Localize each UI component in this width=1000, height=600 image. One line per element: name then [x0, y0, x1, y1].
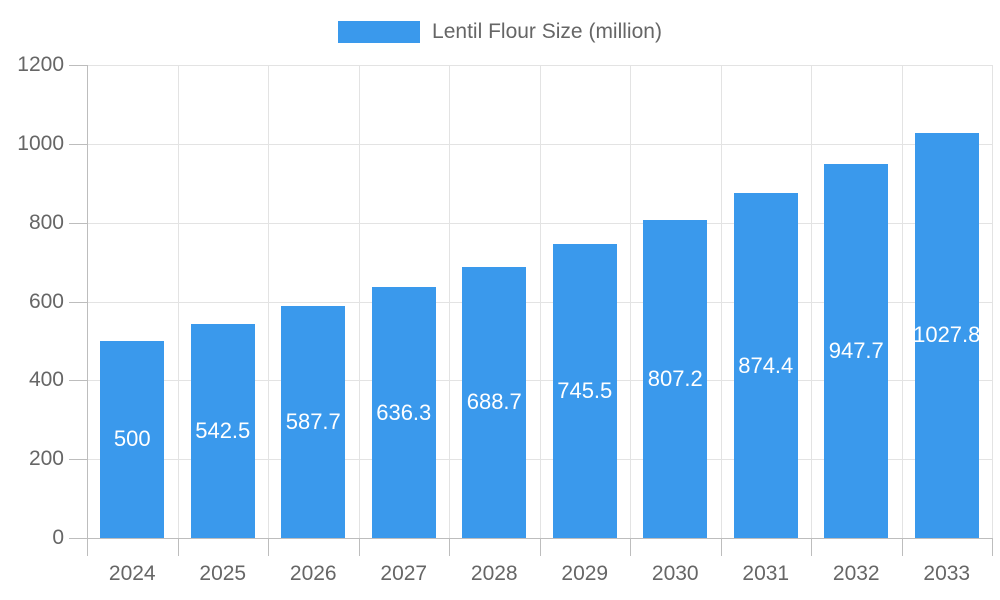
gridline-vertical — [268, 65, 269, 538]
bar[interactable] — [190, 324, 255, 538]
gridline-vertical — [811, 65, 812, 538]
y-tick-label: 1000 — [17, 131, 64, 155]
bar[interactable] — [462, 266, 527, 538]
x-tick-label: 2026 — [289, 562, 337, 585]
y-tick-label: 600 — [28, 289, 64, 313]
x-tick-label: 2027 — [380, 562, 428, 585]
x-axis-tick — [177, 538, 179, 556]
y-tick-label: 1200 — [17, 53, 64, 76]
y-axis-line — [87, 65, 88, 556]
x-tick-label: 2024 — [108, 562, 156, 585]
gridline-vertical — [992, 65, 993, 538]
bar[interactable] — [552, 244, 617, 538]
y-axis-tick — [69, 143, 87, 145]
bar[interactable] — [281, 306, 346, 538]
x-axis-tick — [720, 538, 722, 556]
bar[interactable] — [914, 132, 979, 538]
y-axis-tick — [69, 222, 87, 224]
x-tick-label: 2029 — [561, 562, 609, 585]
x-axis-tick — [811, 538, 812, 556]
y-axis-tick — [69, 459, 87, 461]
bar[interactable] — [100, 340, 165, 538]
x-tick-label: 2025 — [199, 562, 247, 585]
y-axis-tick — [69, 65, 87, 66]
x-axis-tick — [992, 538, 993, 556]
bar[interactable] — [371, 287, 436, 538]
gridline-vertical — [177, 65, 179, 538]
y-tick-label: 200 — [28, 447, 64, 471]
x-tick-label: 2031 — [742, 562, 790, 585]
y-tick-label: 400 — [28, 368, 64, 392]
bar[interactable] — [824, 164, 889, 538]
gridline-vertical — [901, 65, 903, 538]
x-axis-tick — [449, 538, 450, 556]
x-axis-line — [69, 538, 992, 539]
y-tick-label: 800 — [28, 210, 64, 234]
gridline-vertical — [449, 65, 450, 538]
x-tick-label: 2030 — [651, 562, 699, 585]
y-axis-tick — [69, 301, 87, 303]
bar[interactable] — [643, 219, 708, 538]
legend[interactable]: Lentil Flour Size (million) — [0, 18, 1000, 46]
y-tick-label: 0 — [52, 526, 64, 549]
y-axis-tick — [69, 380, 87, 382]
legend-label: Lentil Flour Size (million) — [432, 20, 662, 43]
x-axis-tick — [358, 538, 360, 556]
x-axis-tick — [539, 538, 541, 556]
gridline-vertical — [720, 65, 722, 538]
x-axis-tick — [901, 538, 903, 556]
x-tick-label: 2033 — [923, 562, 971, 585]
gridline-vertical — [539, 65, 541, 538]
x-axis-tick — [630, 538, 631, 556]
plot-area: 0 200 400 600 800 1000 1200 500 2024 542.5 2025 587… — [17, 53, 993, 585]
bar[interactable] — [733, 193, 798, 538]
x-tick-label: 2032 — [832, 562, 880, 585]
x-axis-tick — [268, 538, 269, 556]
gridline-vertical — [630, 65, 631, 538]
legend-swatch-icon — [338, 21, 421, 43]
x-tick-label: 2028 — [470, 562, 518, 585]
gridline-vertical — [358, 65, 360, 538]
